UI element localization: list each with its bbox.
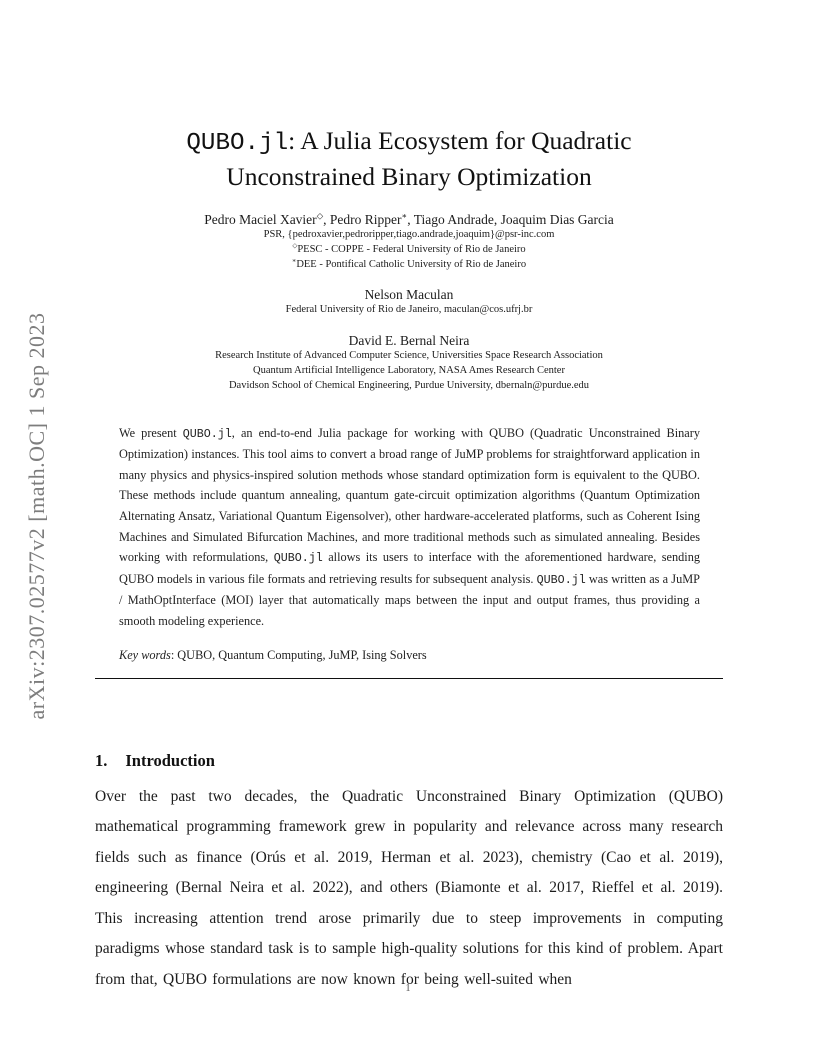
section-title: Introduction bbox=[125, 750, 215, 770]
author-names-rest: , Tiago Andrade, Joaquim Dias Garcia bbox=[407, 212, 614, 227]
abstract-text: We present QUBO.jl, an end-to-end Julia … bbox=[119, 423, 700, 632]
affiliation-psr-email: PSR, {pedroxavier,pedroripper,tiago.andr… bbox=[263, 229, 555, 240]
abstract-package-name: QUBO.jl bbox=[182, 426, 232, 441]
page-number: 1 bbox=[405, 983, 411, 994]
paper-title-package-name: QUBO.jl bbox=[186, 130, 289, 157]
affiliation-dee: ∗DEE - Pontifical Catholic University of… bbox=[95, 257, 723, 273]
affiliation-mark-asterisk: ∗ bbox=[401, 211, 408, 221]
affiliation-mark-diamond: ◇ bbox=[292, 242, 298, 250]
author-names-psr-group: Pedro Maciel Xavier◇, Pedro Ripper∗, Tia… bbox=[95, 211, 723, 228]
abstract-seg-7: was written as a JuMP / MathOptInterface… bbox=[119, 571, 701, 628]
keywords-label: Key words bbox=[119, 647, 171, 662]
abstract-seg-5: allows its users to interface with the a… bbox=[119, 550, 701, 586]
paper-title-line-2: Unconstrained Binary Optimization bbox=[226, 162, 592, 191]
divider-rule bbox=[95, 677, 723, 679]
keywords-list: : QUBO, Quantum Computing, JuMP, Ising S… bbox=[170, 647, 427, 662]
arxiv-stamp: arXiv:2307.02577v2 [math.OC] 1 Sep 2023 bbox=[24, 312, 49, 720]
abstract-seg-3: , an end-to-end Julia package for workin… bbox=[119, 425, 700, 565]
keywords-line: Key words: QUBO, Quantum Computing, JuMP… bbox=[119, 645, 700, 665]
section-heading-introduction: 1. Introduction bbox=[95, 751, 723, 771]
author-name-maculan: Nelson Maculan bbox=[364, 287, 454, 303]
paper-title-line-1: QUBO.jl: A Julia Ecosystem for Quadratic bbox=[95, 124, 723, 160]
author-name-bernal-neira: David E. Bernal Neira bbox=[348, 333, 470, 349]
introduction-paragraph: Over the past two decades, the Quadratic… bbox=[95, 787, 723, 988]
affiliation-ufrj: Federal University of Rio de Janeiro, ma… bbox=[285, 304, 533, 316]
affiliation-pesc-text: PESC - COPPE - Federal University of Rio… bbox=[297, 243, 526, 255]
affiliation-pesc: ◇PESC - COPPE - Federal University of Ri… bbox=[95, 243, 723, 258]
authors-section: Pedro Maciel Xavier◇, Pedro Ripper∗, Tia… bbox=[95, 211, 723, 394]
abstract-package-name: QUBO.jl bbox=[273, 551, 323, 566]
affiliation-dee-text: DEE - Pontifical Catholic University of … bbox=[296, 258, 527, 270]
paper-title: QUBO.jl: A Julia Ecosystem for Quadratic… bbox=[95, 0, 723, 193]
paper-title-line1-rest: : A Julia Ecosystem for Quadratic bbox=[288, 126, 632, 155]
affiliation-nasa: Quantum Artificial Intelligence Laborato… bbox=[253, 364, 565, 376]
abstract-package-name: QUBO.jl bbox=[536, 572, 586, 587]
main-column: QUBO.jl: A Julia Ecosystem for Quadratic… bbox=[95, 0, 723, 995]
abstract-seg-1: We present bbox=[119, 425, 183, 440]
section-number: 1. bbox=[95, 750, 108, 770]
author-name-ripper: , Pedro Ripper bbox=[323, 212, 402, 227]
affiliation-mark-asterisk: ∗ bbox=[291, 257, 297, 265]
affiliation-purdue: Davidson School of Chemical Engineering,… bbox=[228, 379, 590, 391]
author-name-xavier: Pedro Maciel Xavier bbox=[204, 212, 317, 227]
affiliation-mark-diamond: ◇ bbox=[316, 211, 324, 221]
affiliation-usra: Research Institute of Advanced Computer … bbox=[215, 350, 603, 362]
